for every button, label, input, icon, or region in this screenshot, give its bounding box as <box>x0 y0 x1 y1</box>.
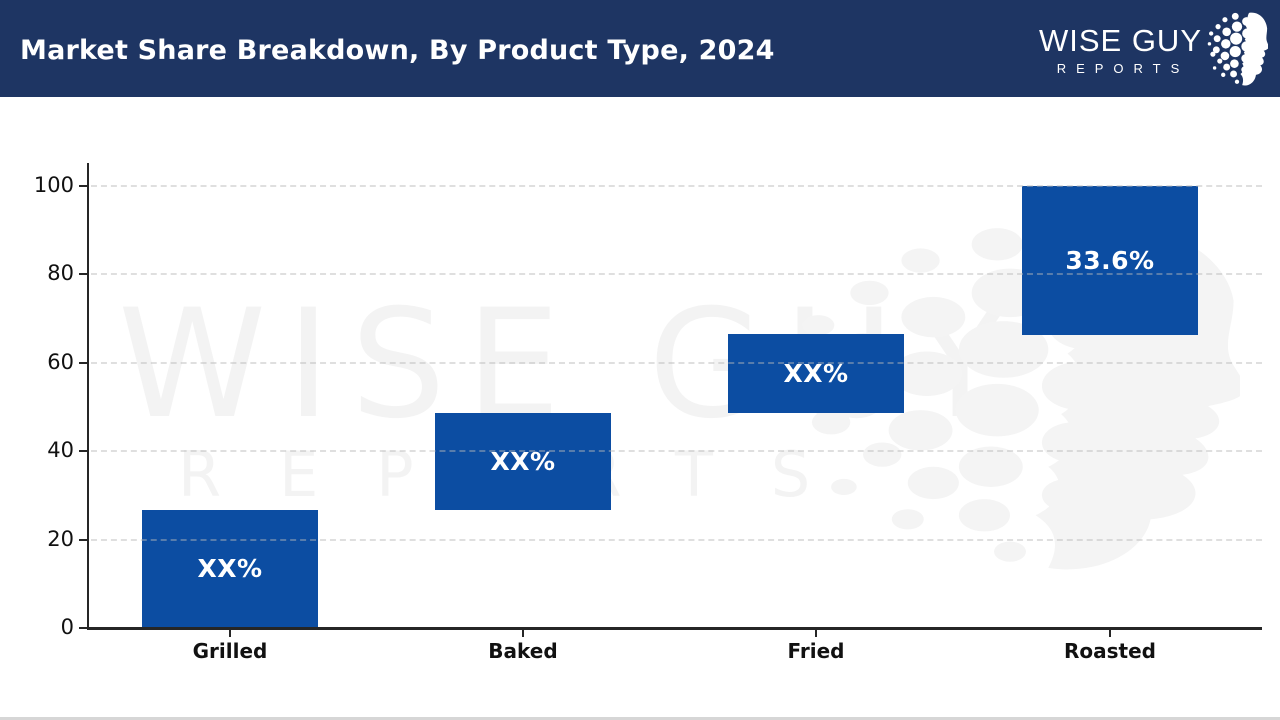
y-tick-mark <box>79 450 87 453</box>
bar: XX% <box>728 334 904 413</box>
gridline <box>91 273 1262 276</box>
x-tick-mark <box>522 630 524 637</box>
page-title: Market Share Breakdown, By Product Type,… <box>20 35 775 66</box>
bar: XX% <box>142 509 318 628</box>
header-bar: Market Share Breakdown, By Product Type,… <box>0 0 1280 97</box>
gridline <box>91 185 1262 187</box>
bottom-divider <box>0 717 1280 720</box>
bar-value-label: XX% <box>490 446 556 476</box>
x-tick-label: Baked <box>488 639 558 663</box>
gridline <box>91 361 1262 364</box>
y-tick-label: 60 <box>47 349 74 374</box>
y-tick-label: 40 <box>47 438 74 463</box>
y-tick-label: 0 <box>60 615 74 639</box>
bar: XX% <box>435 412 611 510</box>
bar-value-label: 33.6% <box>1065 245 1155 275</box>
y-tick-mark <box>79 273 87 276</box>
x-tick-mark <box>1109 630 1111 637</box>
x-axis-line <box>87 627 1262 630</box>
bar: 33.6% <box>1022 186 1198 335</box>
y-tick-label: 80 <box>47 261 74 286</box>
x-tick-label: Grilled <box>192 639 268 663</box>
x-tick-label: Roasted <box>1064 639 1156 663</box>
bar-value-label: XX% <box>783 358 849 388</box>
y-tick-mark <box>79 361 87 364</box>
x-tick-mark <box>229 630 231 637</box>
gridline <box>91 538 1262 541</box>
x-tick-mark <box>815 630 817 637</box>
y-tick-mark <box>79 538 87 541</box>
y-axis-line <box>87 163 89 629</box>
bar-value-label: XX% <box>197 554 263 584</box>
logo-wordmark-line2: REPORTS <box>1056 60 1190 76</box>
logo-wordmark-line1: WISE GUY <box>1038 22 1202 58</box>
y-tick-label: 100 <box>33 173 74 197</box>
gridline <box>91 450 1262 453</box>
x-tick-label: Fried <box>787 639 845 663</box>
y-tick-label: 20 <box>47 526 74 551</box>
wiseguy-logo: WISE GUY REPORTS <box>1039 6 1268 92</box>
y-tick-mark <box>79 185 87 187</box>
logo-wordmark: WISE GUY REPORTS <box>1039 23 1202 76</box>
y-tick-mark <box>79 627 87 629</box>
